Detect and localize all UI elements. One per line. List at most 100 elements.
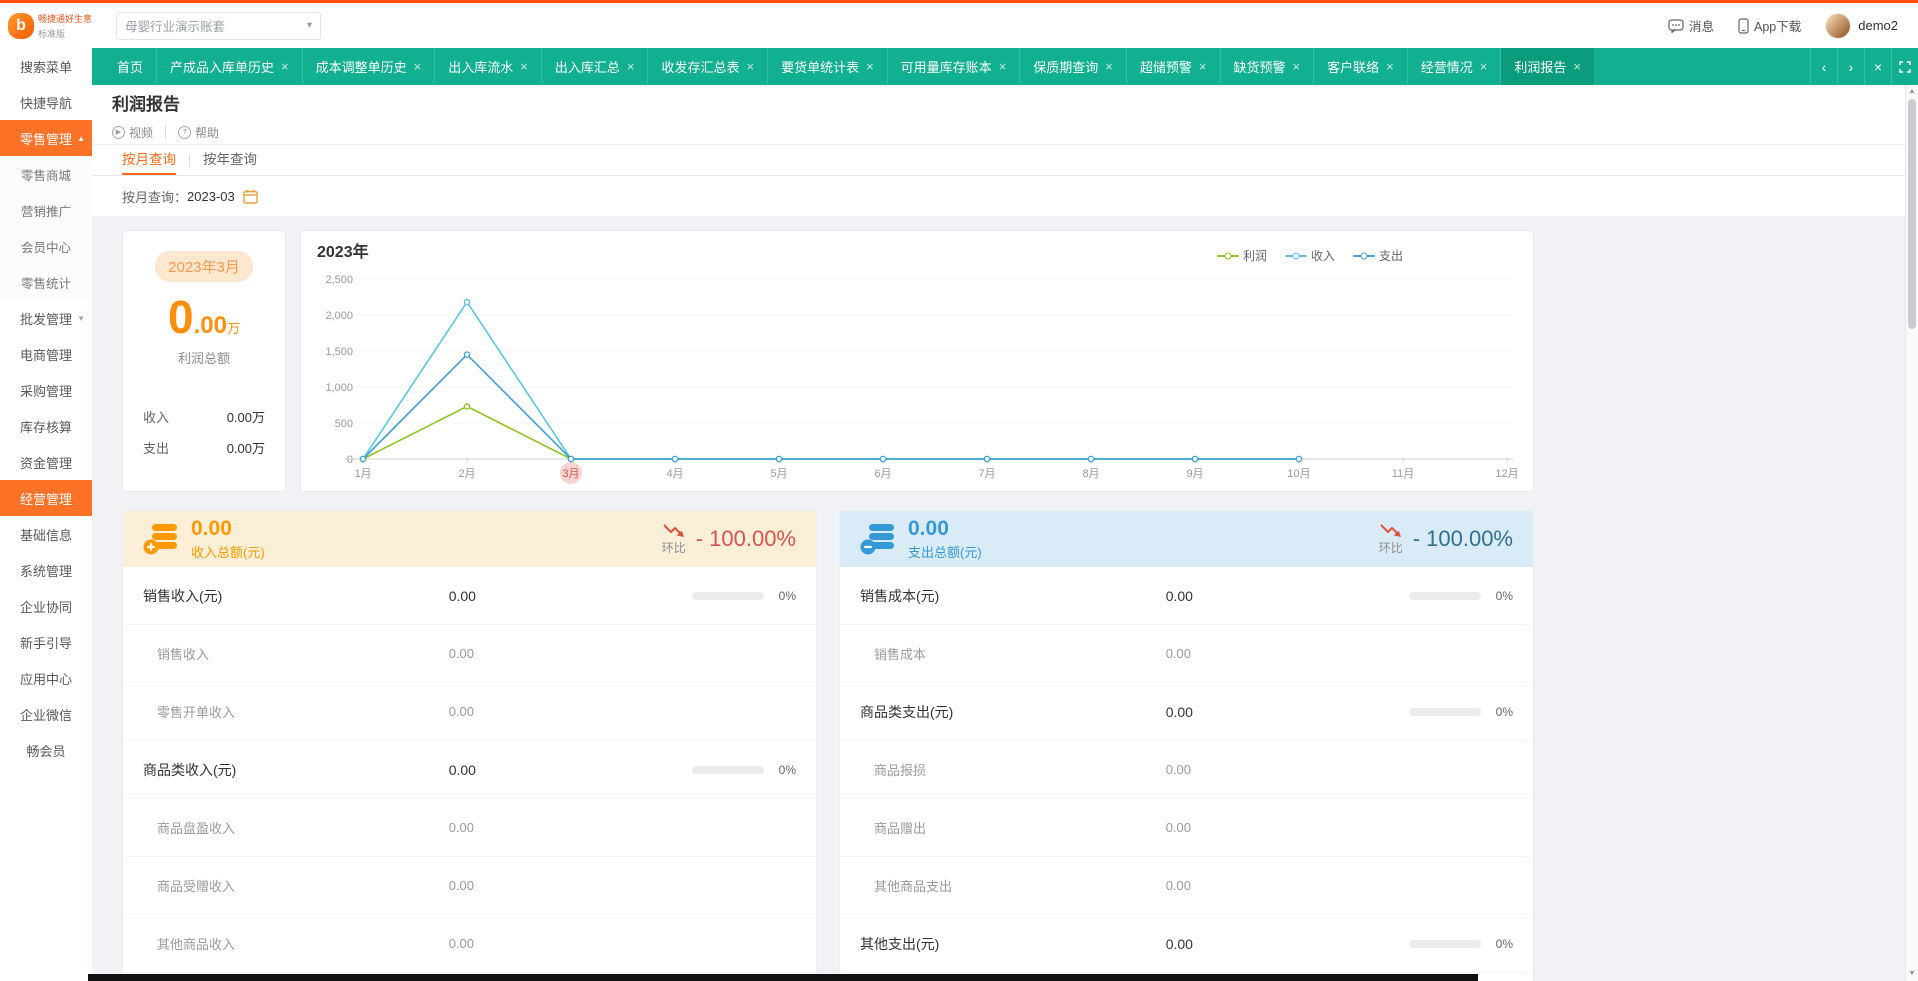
help-row: ▶ 视频 ? 帮助 [92, 120, 1918, 145]
detail-row: 商品赠出 0.00 [840, 799, 1533, 857]
progress: 0% [692, 589, 796, 603]
sidebar-item[interactable]: 营销推广 [0, 192, 92, 228]
scrollbar-thumb[interactable] [1908, 99, 1916, 329]
detail-row: 其他商品支出 0.00 [840, 857, 1533, 915]
tab-item[interactable]: 首页 [104, 48, 158, 85]
tab-item[interactable]: 收发存汇总表 × [648, 48, 769, 85]
tab-item[interactable]: 要货单统计表 × [768, 48, 888, 85]
progress-bar [692, 591, 764, 600]
sidebar-item[interactable]: 会员中心 [0, 228, 92, 264]
content: 利润报告 ▶ 视频 ? 帮助 按月查询 按年查询 按月查询： 2023-03 [92, 85, 1918, 981]
tab-item[interactable]: 客户联络 × [1314, 48, 1408, 85]
account-select[interactable]: 母婴行业演示账套 ▾ [116, 11, 321, 40]
tab-label: 缺货预警 [1233, 60, 1286, 75]
scroll-down-icon[interactable]: ▼ [1908, 970, 1916, 977]
detail-row-label: 其他商品收入 [157, 937, 236, 952]
income-card: 0.00 收入总额(元) 环比 [122, 510, 817, 981]
sidebar-item[interactable]: 新手引导 [0, 624, 92, 660]
tab-item[interactable]: 可用量库存账本 × [888, 48, 1021, 85]
svg-text:2,000: 2,000 [325, 310, 353, 322]
sidebar-item[interactable]: 资金管理 [0, 444, 92, 480]
svg-text:2,500: 2,500 [325, 274, 353, 286]
tabs-next-button[interactable]: › [1837, 48, 1864, 85]
sidebar-item[interactable]: 应用中心 [0, 660, 92, 696]
query-tab[interactable]: 按年查询 [203, 152, 257, 167]
legend-item[interactable]: 利润 [1216, 247, 1267, 264]
sidebar-item[interactable]: 畅会员 [0, 732, 92, 768]
app-download-button[interactable]: App下载 [1738, 16, 1801, 35]
svg-text:6月: 6月 [874, 468, 891, 480]
messages-button[interactable]: 消息 [1668, 16, 1714, 35]
progress-percent: 0% [778, 588, 796, 603]
month-picker-value[interactable]: 2023-03 [187, 188, 235, 204]
tab-item[interactable]: 超储预警 × [1127, 48, 1221, 85]
tab-close-icon[interactable]: × [998, 59, 1007, 74]
sidebar-item[interactable]: 基础信息 [0, 516, 92, 552]
sidebar-item[interactable]: 电商管理 [0, 336, 92, 372]
tab-item[interactable]: 经营情况 × [1408, 48, 1502, 85]
income-rows: 销售收入(元) 0.00 0% 销售收入 0.00 零售开单收入 0.00 商品类收入(元) 0… [123, 567, 816, 973]
tab-item[interactable]: 出入库流水 × [435, 48, 542, 85]
tab-item[interactable]: 缺货预警 × [1221, 48, 1315, 85]
app-logo[interactable]: b 畅捷通好生意 标准版 [8, 12, 116, 40]
tab-close-icon[interactable]: × [1292, 59, 1301, 74]
sidebar-item[interactable]: 企业协同 [0, 588, 92, 624]
detail-row: 销售收入(元) 0.00 0% [123, 567, 816, 625]
video-link[interactable]: ▶ 视频 [112, 124, 153, 141]
sidebar-item[interactable]: 零售管理 ▲ [0, 120, 92, 156]
sidebar-item[interactable]: 系统管理 [0, 552, 92, 588]
profit-total-label: 利润总额 [177, 351, 230, 366]
legend-item[interactable]: 支出 [1352, 247, 1403, 264]
tab-controls: ‹ › × [1810, 48, 1918, 85]
detail-row-value: 0.00 [1165, 587, 1193, 604]
tabs-close-button[interactable]: × [1864, 48, 1891, 85]
dash: 2023年3月 0.00万 利润总额 收入 0.00万 支出 0.00万 2023年 … [122, 230, 1534, 981]
tab-close-icon[interactable]: × [626, 59, 635, 74]
filter-label: 按月查询： [122, 189, 188, 205]
calendar-icon[interactable] [243, 189, 258, 204]
tab-item[interactable]: 产成品入库单历史 × [157, 48, 303, 85]
tabs-prev-button[interactable]: ‹ [1810, 48, 1837, 85]
legend-label: 利润 [1242, 249, 1267, 263]
tab-close-icon[interactable]: × [866, 59, 874, 74]
tab-item[interactable]: 利润报告 × [1501, 48, 1595, 85]
sidebar-item[interactable]: 库存核算 [0, 408, 92, 444]
legend-item[interactable]: 收入 [1284, 247, 1335, 264]
scroll-up-icon[interactable]: ▲ [1908, 88, 1916, 95]
fullscreen-button[interactable] [1891, 48, 1918, 85]
tab-close-icon[interactable]: × [520, 59, 528, 74]
legend-label: 收入 [1310, 249, 1335, 263]
sidebar-item[interactable]: 零售商城 [0, 156, 92, 192]
tab-close-icon[interactable]: × [413, 59, 422, 74]
query-tab[interactable]: 按月查询 [122, 145, 176, 175]
tab-close-icon[interactable]: × [746, 59, 755, 74]
sidebar-item[interactable]: 快捷导航 [0, 84, 92, 120]
sidebar-item[interactable]: 零售统计 [0, 264, 92, 300]
sidebar-item[interactable]: 批发管理 ▼ [0, 300, 92, 336]
sidebar-item-label: 会员中心 [20, 240, 71, 255]
sidebar-item[interactable]: 搜索菜单 [0, 48, 92, 84]
tab-item[interactable]: 出入库汇总 × [542, 48, 649, 85]
tab-item[interactable]: 保质期查询 × [1020, 48, 1127, 85]
topbar: b 畅捷通好生意 标准版 母婴行业演示账套 ▾ 消息 App下载 de [0, 3, 1918, 48]
summary-rows: 收入 0.00万 支出 0.00万 [123, 401, 285, 463]
help-link[interactable]: ? 帮助 [178, 124, 219, 141]
tab-close-icon[interactable]: × [1198, 59, 1207, 74]
tab-close-icon[interactable]: × [1573, 59, 1581, 74]
logo-text: 畅捷通好生意 标准版 [38, 12, 92, 40]
tab-close-icon[interactable]: × [281, 59, 289, 74]
tab-item[interactable]: 成本调整单历史 × [303, 48, 436, 85]
tab-close-icon[interactable]: × [1386, 59, 1394, 74]
tab-close-icon[interactable]: × [1479, 59, 1488, 74]
sidebar-item-label: 资金管理 [19, 455, 72, 471]
sidebar-item[interactable]: 企业微信 [0, 696, 92, 732]
sidebar-item[interactable]: 采购管理 [0, 372, 92, 408]
sidebar-item[interactable]: 经营管理 [0, 480, 92, 516]
tab-close-icon[interactable]: × [1105, 59, 1113, 74]
svg-text:7月: 7月 [978, 468, 995, 480]
sidebar-item-label: 新手引导 [19, 635, 72, 651]
user-menu[interactable]: demo2 [1825, 12, 1898, 39]
scrollbar[interactable]: ▲ ▼ [1905, 85, 1918, 981]
summary-row-value: 0.00万 [226, 441, 265, 456]
question-icon: ? [178, 125, 192, 139]
